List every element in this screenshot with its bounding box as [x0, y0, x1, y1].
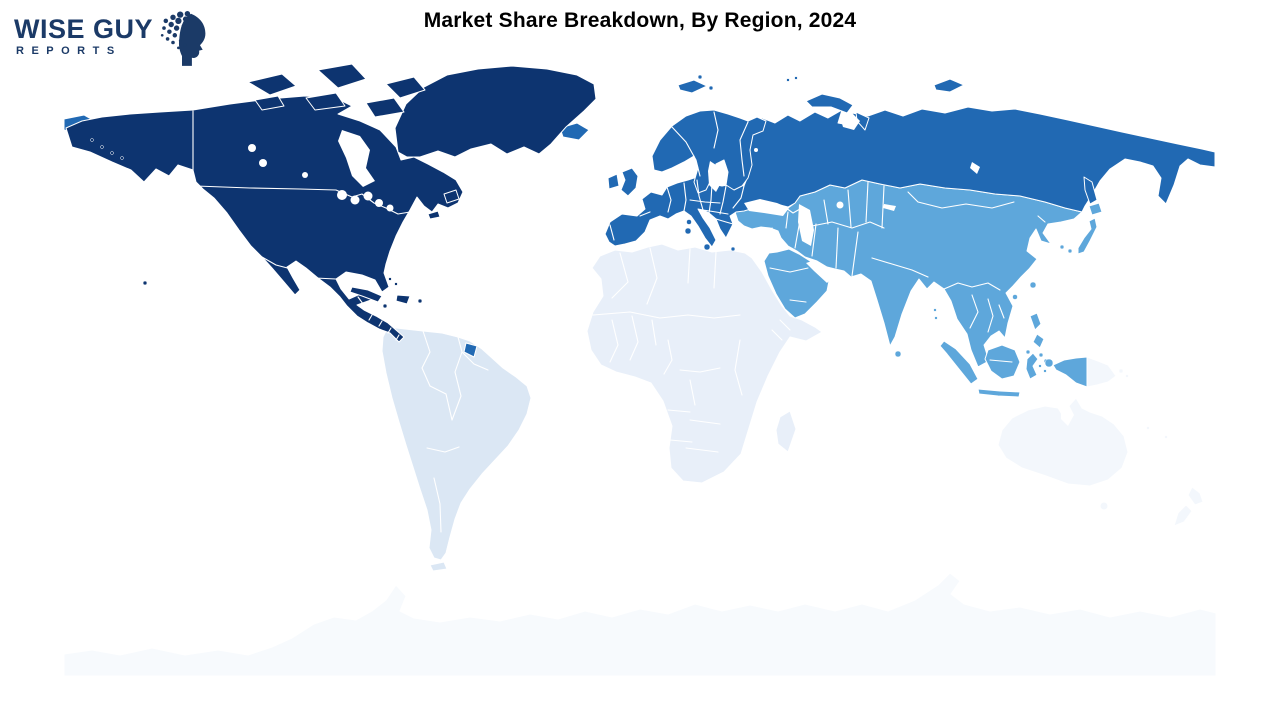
- japan-honshu: [1077, 217, 1098, 255]
- philippines: [1029, 312, 1042, 331]
- logo-text: WISE GUY REPORTS: [14, 8, 154, 58]
- white-sea: [840, 113, 860, 130]
- region-north-america: [65, 63, 597, 343]
- java: [977, 388, 1021, 398]
- hispaniola: [395, 294, 411, 305]
- africa-mainland: [586, 243, 823, 484]
- borneo: [984, 344, 1021, 380]
- sri-lanka: [894, 350, 902, 358]
- lake-balkhash: [883, 204, 896, 211]
- logo-subtitle: REPORTS: [16, 45, 122, 57]
- great-britain: [620, 167, 639, 197]
- sardinia: [684, 227, 692, 235]
- sumatra: [939, 340, 979, 385]
- tasmania: [1099, 501, 1109, 511]
- aleutians: [90, 138, 94, 142]
- black-sea: [744, 199, 789, 216]
- wise-guy-reports-logo: WISE GUY REPORTS: [14, 8, 209, 68]
- lake-winnipeg: [302, 172, 308, 178]
- new-zealand-south: [1173, 504, 1193, 527]
- canadian-arctic-islands: [247, 73, 297, 96]
- great-lakes: [337, 190, 347, 200]
- newfoundland: [443, 189, 460, 204]
- region-south-america: [381, 326, 532, 572]
- lake-ladoga: [754, 148, 758, 152]
- jamaica: [382, 303, 388, 309]
- cuba: [349, 286, 383, 303]
- taiwan: [1029, 281, 1037, 289]
- madagascar: [775, 410, 797, 453]
- west-new-guinea: [1052, 356, 1088, 388]
- ireland: [607, 173, 620, 190]
- french-guiana: [463, 342, 478, 358]
- region-oceania: [997, 356, 1204, 527]
- corsica: [686, 219, 692, 225]
- region-asia: [734, 179, 1103, 398]
- logo-wordmark: WISE GUY: [14, 14, 154, 44]
- logo-head-icon: [160, 11, 206, 66]
- sakhalin: [1083, 176, 1098, 205]
- japan-hokkaido: [1088, 202, 1103, 216]
- persian-gulf: [806, 261, 833, 283]
- inland-seas-and-lakes: [248, 113, 1074, 426]
- great-slave-lake: [259, 159, 267, 167]
- aral-sea: [836, 201, 844, 209]
- svalbard: [677, 79, 708, 94]
- tierra-del-fuego: [429, 561, 448, 572]
- nova-scotia: [427, 210, 441, 220]
- hudson-bay: [338, 130, 375, 187]
- iceland: [559, 122, 590, 141]
- sicily: [703, 243, 711, 251]
- chart-title: Market Share Breakdown, By Region, 2024: [423, 9, 857, 32]
- novaya-zemlya: [805, 93, 854, 114]
- country-borders: [192, 110, 1046, 533]
- hawaii: [142, 280, 148, 286]
- new-britain: [1118, 368, 1124, 374]
- papua-new-guinea: [1086, 356, 1117, 388]
- great-bear-lake: [248, 144, 256, 152]
- region-europe-russia: [63, 74, 1216, 358]
- greenland: [394, 65, 597, 158]
- region-africa: [586, 243, 823, 484]
- scandinavia: [651, 109, 767, 194]
- crete: [730, 246, 736, 252]
- sulawesi: [1025, 352, 1039, 380]
- puerto-rico: [417, 298, 423, 304]
- caspian-sea: [798, 204, 814, 246]
- new-zealand-north: [1187, 486, 1204, 506]
- south-america-mainland: [381, 326, 532, 561]
- gulf-of-carpentaria: [1061, 405, 1074, 426]
- lake-baikal: [970, 162, 980, 174]
- hainan: [1012, 294, 1018, 300]
- severnaya-zemlya: [933, 78, 965, 93]
- region-antarctica: [63, 572, 1217, 677]
- australia: [997, 397, 1129, 487]
